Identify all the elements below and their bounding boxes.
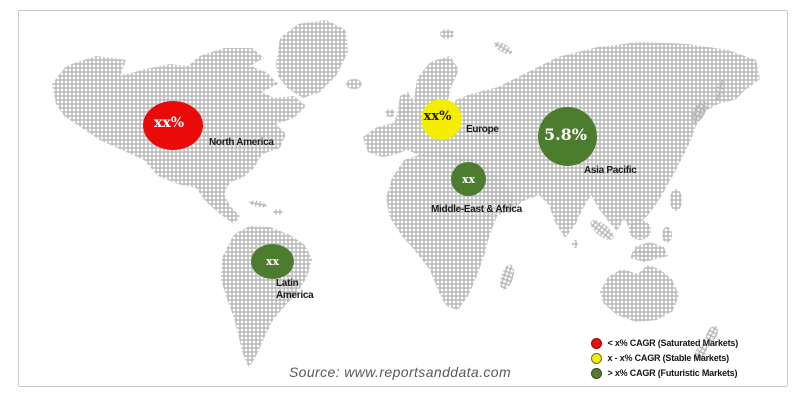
legend-label-futuristic: > x% CAGR (Futuristic Markets)	[607, 368, 738, 378]
island-new-zealand-north	[705, 325, 719, 343]
bubble-asia-pacific-value: 5.8%	[543, 125, 588, 144]
island-new-zealand-south	[694, 343, 708, 361]
legend-item-stable: x - x% CAGR (Stable Markets)	[590, 351, 739, 365]
island-java	[632, 249, 658, 257]
legend-label-stable: x - x% CAGR (Stable Markets)	[607, 353, 730, 363]
source-text: Source: www.reportsanddata.com	[288, 364, 512, 380]
legend-dot-green-icon	[590, 367, 602, 379]
bubble-latin-america: xx	[251, 244, 294, 279]
legend-label-saturated: < x% CAGR (Saturated Markets)	[607, 338, 739, 348]
label-latin-america: Latin America	[276, 278, 314, 301]
legend-item-futuristic: > x% CAGR (Futuristic Markets)	[590, 366, 739, 380]
island-greenland	[276, 20, 348, 98]
legend-dot-yellow-icon	[590, 352, 602, 364]
island-sakhalin	[715, 80, 725, 100]
continent-australia	[600, 265, 679, 322]
legend-dot-red-icon	[590, 337, 602, 349]
bubble-asia-pacific: 5.8%	[538, 107, 597, 166]
label-north-america: North America	[209, 137, 274, 148]
island-ireland	[385, 109, 395, 117]
island-madagascar	[500, 264, 514, 290]
island-japan	[691, 101, 707, 123]
island-sri-lanka	[572, 240, 578, 248]
legend: < x% CAGR (Saturated Markets) x - x% CAG…	[590, 336, 739, 380]
bubble-latin-america-value: xx	[265, 255, 280, 268]
island-iceland	[346, 79, 362, 89]
island-sumatra	[590, 220, 614, 240]
legend-item-saturated: < x% CAGR (Saturated Markets)	[590, 336, 739, 350]
island-hispaniola	[273, 209, 283, 215]
bubble-north-america-value: xx%	[154, 114, 184, 131]
island-philippines	[670, 189, 682, 211]
label-asia-pacific: Asia Pacific	[584, 165, 637, 176]
island-sulawesi	[662, 227, 672, 243]
island-borneo	[629, 220, 651, 240]
map-frame	[18, 10, 788, 387]
island-cuba	[249, 200, 267, 208]
bubble-europe-value: xx%	[423, 109, 452, 124]
label-middle-east-africa: Middle-East & Africa	[431, 204, 522, 215]
bubble-middle-east-africa-value: xx	[461, 172, 476, 186]
island-novaya-zemlya	[494, 41, 512, 55]
bubble-europe: xx%	[421, 99, 462, 140]
bubble-middle-east-africa: xx	[451, 162, 486, 196]
bubble-north-america: xx%	[143, 101, 203, 150]
continent-africa	[386, 152, 514, 310]
label-europe: Europe	[466, 124, 499, 135]
island-svalbard	[440, 29, 454, 39]
